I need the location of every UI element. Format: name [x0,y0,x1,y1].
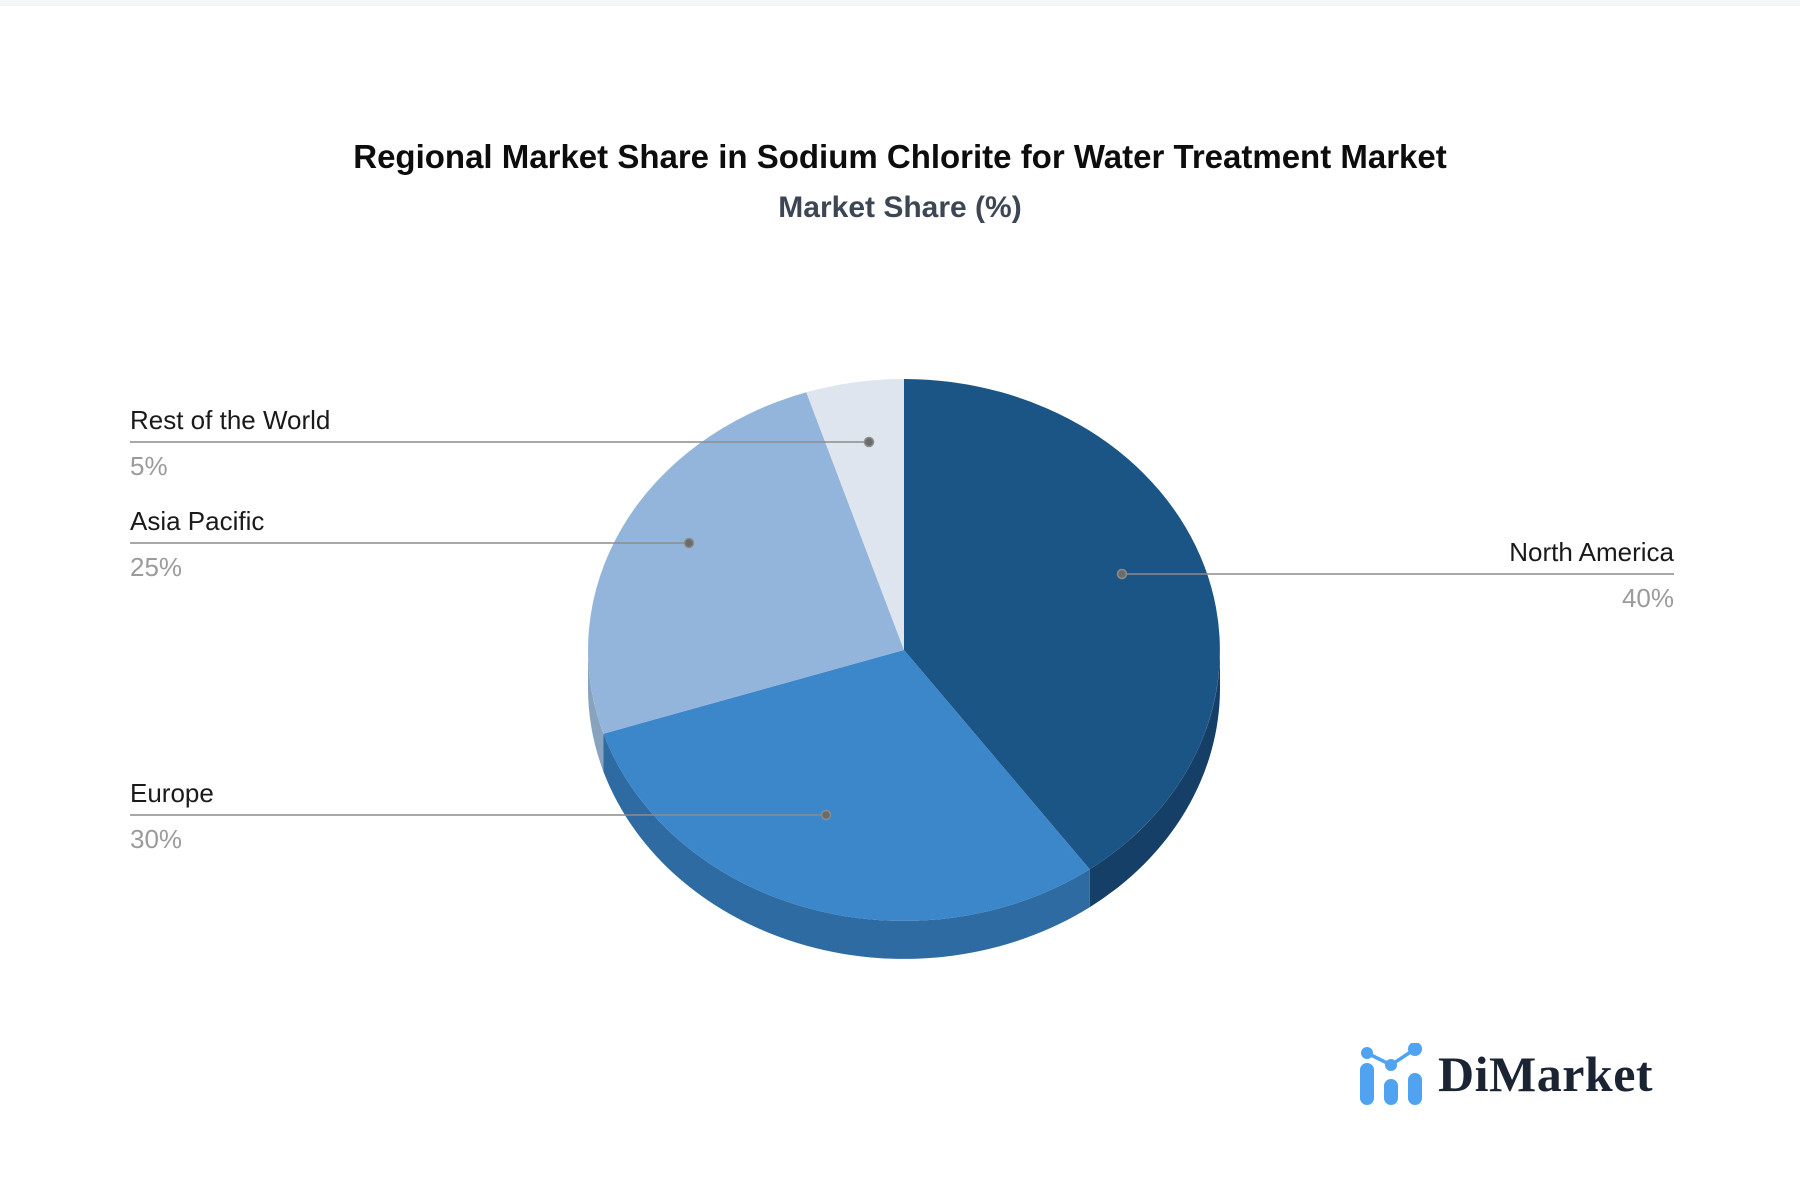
leader-dot-rest-of-the-world [863,436,875,448]
leader-lines [130,441,1674,816]
slice-label-north-america: North America [1509,537,1674,567]
slice-value-north-america: 40% [1621,583,1674,613]
pie-side-asia-pacific [588,650,604,772]
chart-title: Regional Market Share in Sodium Chlorite… [353,138,1447,175]
bar-line-chart-icon [1360,1043,1422,1105]
leader-dot-asia-pacific [683,537,695,549]
chart-subtitle: Market Share (%) [778,191,1022,224]
pie-slice-rest-of-the-world [806,379,904,650]
slice-value-rest-of-the-world: 5% [130,451,168,481]
top-edge-strip [0,0,1800,6]
slice-value-europe: 30% [130,824,183,854]
slice-label-europe: Europe [130,778,214,808]
leader-dots [683,436,1128,821]
pie-slice-north-america [904,379,1220,870]
brand-logo: DiMarket [1356,1032,1696,1116]
slice-label-rest-of-the-world: Rest of the World [130,405,331,435]
brand-wordmark: DiMarket [1438,1046,1654,1102]
pie-side-europe [603,733,1090,959]
pie-slice-asia-pacific [588,392,904,734]
leader-dot-europe [820,809,832,821]
pie-slice-europe [603,650,1090,921]
slice-value-asia-pacific: 25% [130,552,183,582]
leader-dot-north-america [1116,568,1128,580]
pie-side-north-america [1089,650,1220,908]
slice-label-asia-pacific: Asia Pacific [130,506,265,536]
